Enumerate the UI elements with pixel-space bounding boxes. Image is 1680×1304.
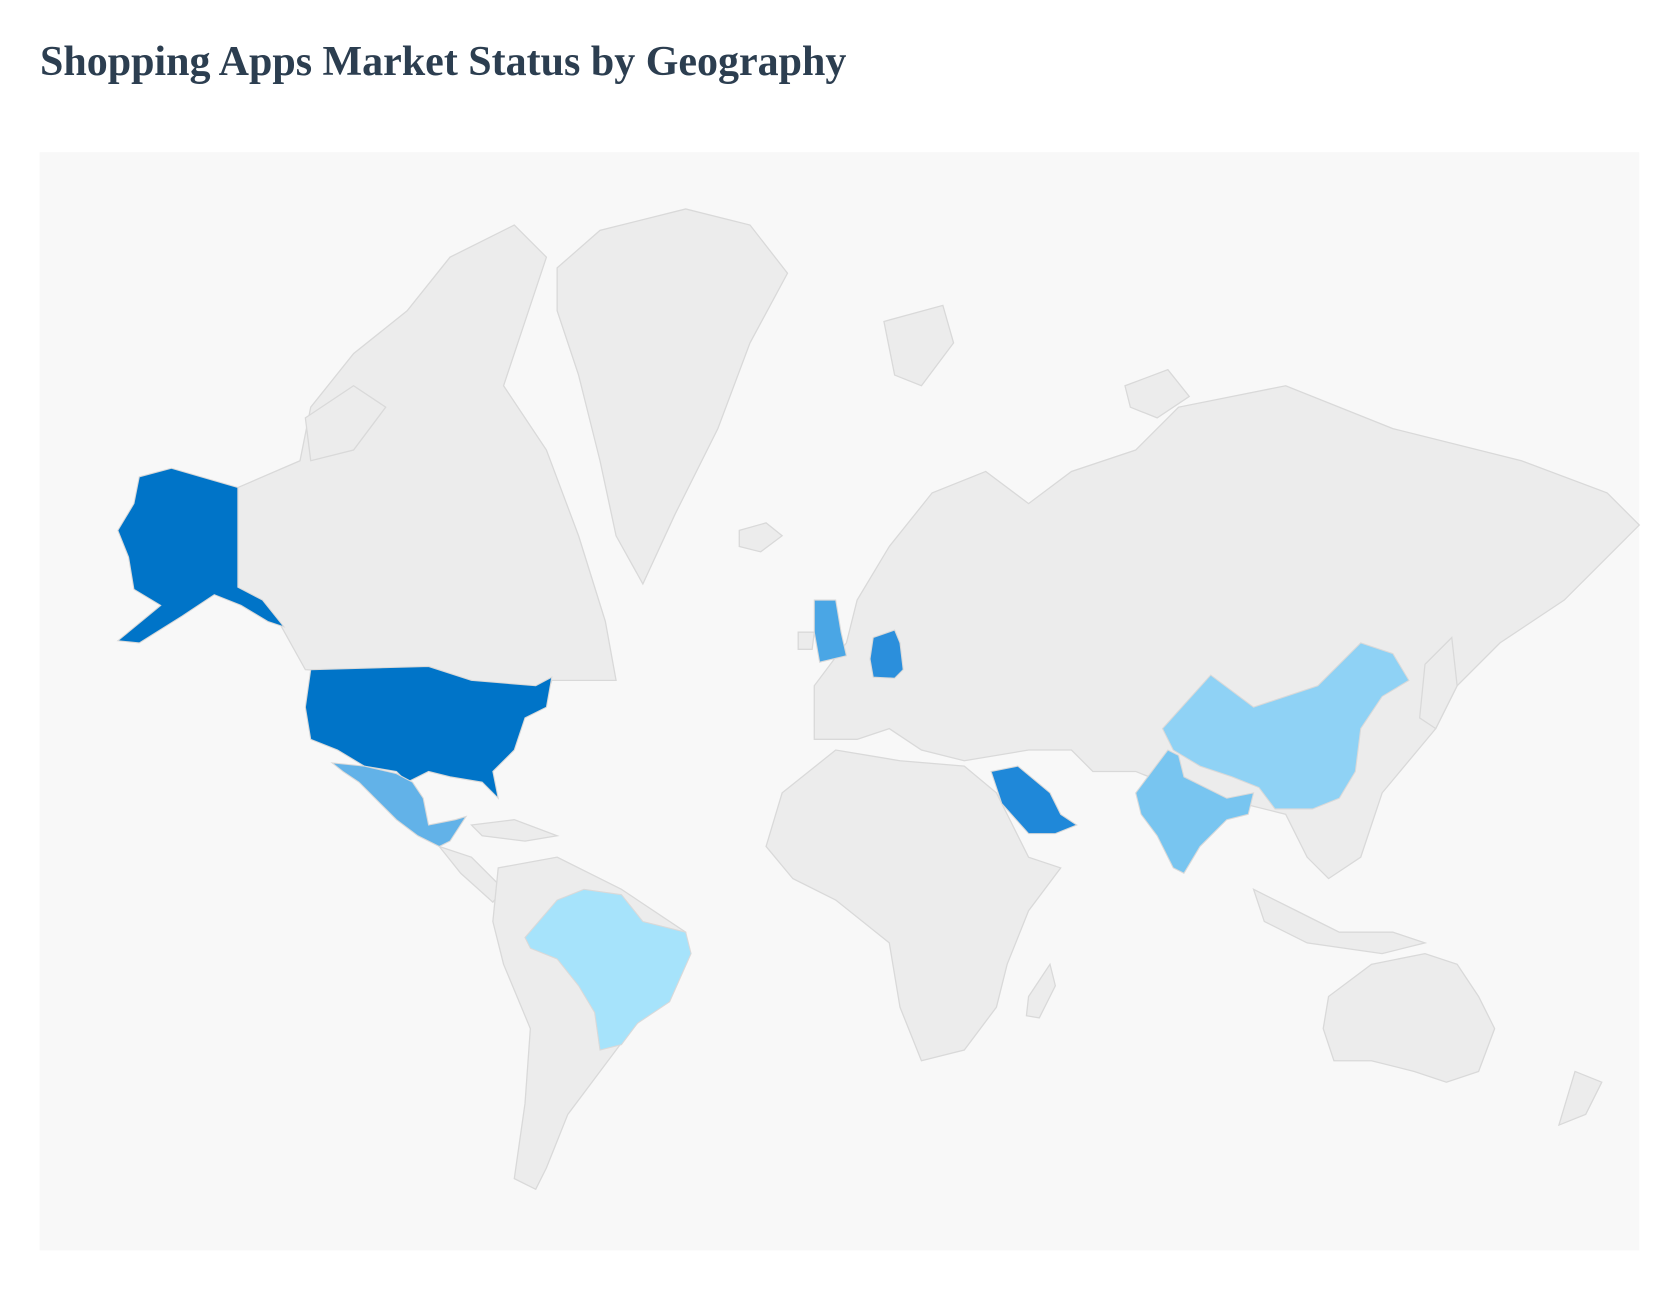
country — [869, 629, 904, 679]
country — [304, 665, 553, 800]
land — [1124, 368, 1191, 419]
country — [990, 765, 1078, 835]
page-title: Shopping Apps Market Status by Geography — [40, 39, 847, 85]
country — [1161, 642, 1410, 810]
country — [116, 467, 286, 644]
land — [883, 304, 955, 387]
land — [1025, 962, 1057, 1019]
land — [470, 819, 560, 842]
land — [1418, 636, 1458, 730]
country — [1135, 749, 1255, 874]
land — [1322, 952, 1496, 1083]
country — [813, 599, 848, 663]
land — [304, 384, 387, 462]
land — [797, 631, 816, 650]
land — [738, 522, 784, 553]
land — [765, 749, 1062, 1062]
land — [556, 208, 789, 586]
land — [1557, 1070, 1603, 1127]
country — [524, 888, 692, 1051]
country — [330, 762, 468, 848]
land — [1252, 888, 1428, 955]
